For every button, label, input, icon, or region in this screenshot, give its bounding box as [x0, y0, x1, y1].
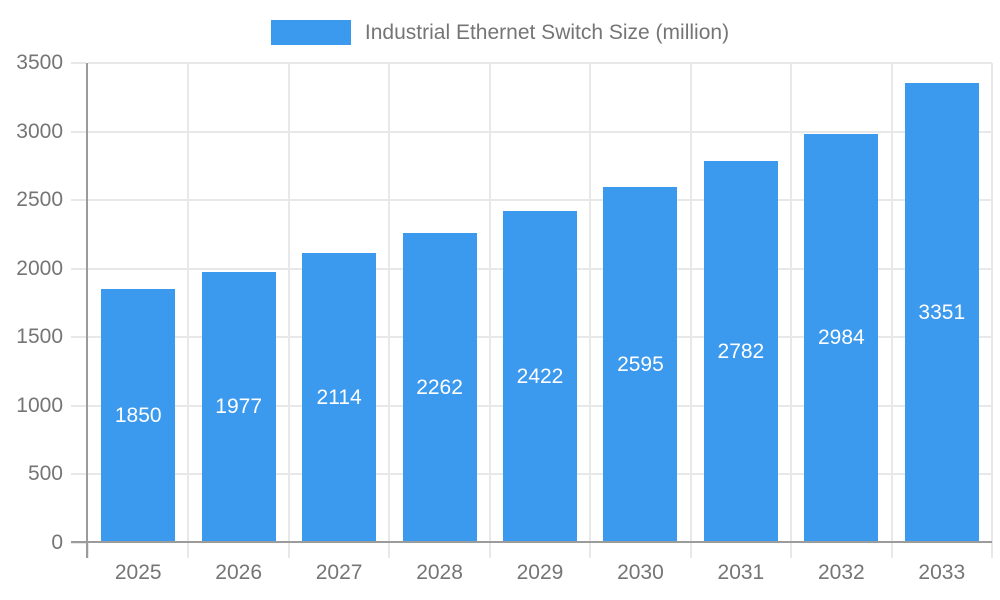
bar-value-label: 2422: [516, 364, 564, 388]
bar-value-label: 2262: [416, 375, 463, 399]
y-tick: [71, 267, 86, 270]
bar-2026: 1977: [201, 271, 276, 543]
x-axis-label: 2031: [717, 561, 765, 584]
bar-value-label: 2595: [617, 353, 664, 377]
y-axis-label: 3500: [16, 51, 63, 74]
y-axis-line: [86, 63, 88, 558]
x-tick: [87, 543, 89, 558]
bar-2032: 2984: [804, 133, 879, 543]
y-axis-label: 3000: [16, 119, 63, 143]
bar-2028: 2262: [402, 232, 477, 543]
y-tick: [71, 542, 86, 544]
gridline-v: [689, 63, 692, 543]
x-axis-label: 2032: [817, 561, 865, 584]
x-axis-label: 2025: [114, 561, 162, 584]
x-tick: [589, 543, 592, 558]
y-tick: [71, 404, 86, 407]
x-axis-label: 2033: [918, 561, 966, 584]
bar-value-label: 1977: [215, 395, 263, 419]
bar-2033: 3351: [904, 83, 979, 543]
gridline-v: [388, 63, 391, 543]
gridline-v: [890, 63, 893, 543]
x-tick: [991, 543, 993, 558]
bar-2029: 2422: [503, 210, 577, 543]
bar-2025: 1850: [101, 289, 176, 543]
x-tick: [187, 543, 190, 558]
y-tick: [71, 336, 86, 339]
y-axis-label: 0: [51, 531, 63, 554]
gridline-h: [88, 130, 992, 133]
y-axis-label: 2000: [16, 256, 63, 280]
x-axis-label: 2027: [315, 561, 363, 584]
gridline-h: [88, 62, 992, 64]
x-tick: [890, 543, 893, 558]
legend: Industrial Ethernet Switch Size (million…: [0, 20, 1000, 45]
bar-value-label: 2984: [817, 326, 865, 350]
bar-value-label: 2782: [717, 340, 765, 364]
gridline-v: [488, 63, 491, 543]
gridline-v: [589, 63, 592, 543]
bar-value-label: 2114: [316, 386, 362, 410]
y-tick: [71, 130, 86, 133]
gridline-h: [88, 199, 992, 202]
gridline-v: [790, 63, 793, 543]
y-axis-label: 1000: [16, 393, 63, 417]
bar-2031: 2782: [703, 161, 778, 543]
gridline-v: [991, 63, 993, 543]
y-axis-label: 2500: [16, 188, 63, 212]
gridline-v: [187, 63, 190, 543]
bar-value-label: 1850: [114, 404, 162, 428]
x-axis-label: 2026: [215, 561, 263, 584]
x-axis-label: 2030: [617, 561, 664, 584]
legend-label: Industrial Ethernet Switch Size (million…: [364, 21, 730, 44]
y-axis-label: 1500: [16, 325, 63, 349]
y-tick: [71, 62, 86, 64]
x-axis-label: 2028: [416, 561, 463, 584]
x-tick: [388, 543, 391, 558]
gridline-v: [287, 63, 290, 543]
y-axis-label: 500: [27, 462, 63, 486]
bar-value-label: 3351: [918, 301, 966, 325]
x-tick: [488, 543, 491, 558]
x-axis-line: [71, 541, 992, 543]
x-tick: [790, 543, 793, 558]
x-axis-label: 2029: [516, 561, 564, 584]
y-tick: [71, 199, 86, 202]
x-tick: [689, 543, 692, 558]
x-tick: [287, 543, 290, 558]
y-tick: [71, 473, 86, 476]
bar-2030: 2595: [603, 187, 678, 543]
bar-2027: 2114: [302, 253, 377, 543]
legend-swatch: [270, 20, 351, 45]
